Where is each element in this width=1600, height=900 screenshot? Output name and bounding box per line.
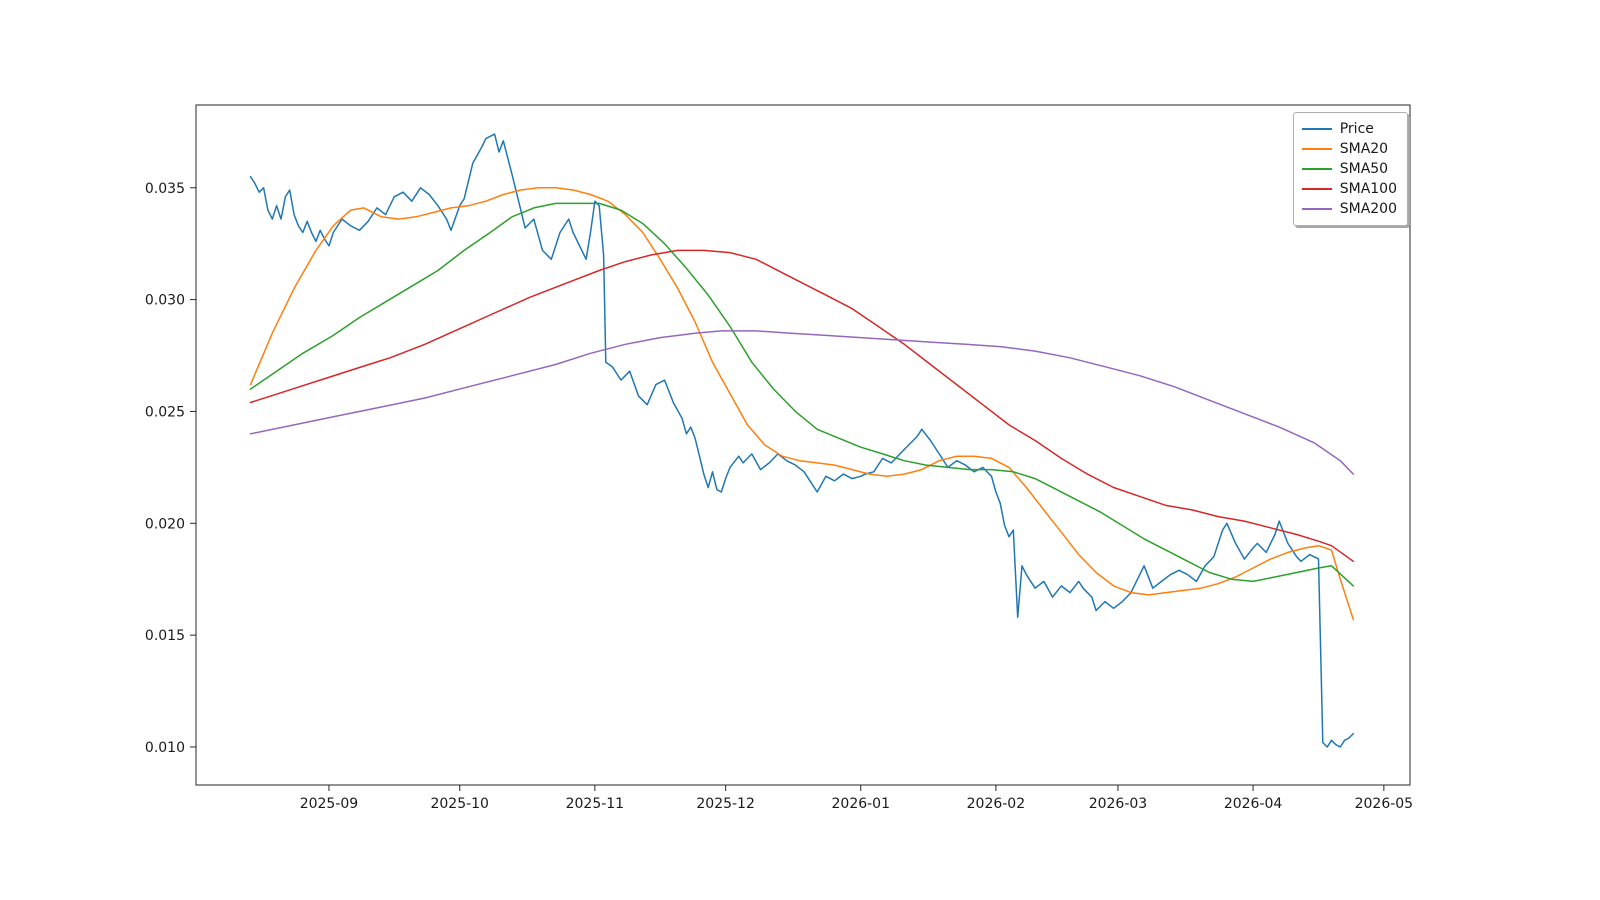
x-tick-label: 2026-02	[967, 796, 1026, 812]
legend: Price SMA20 SMA50 SMA100 SMA200	[1292, 112, 1408, 226]
legend-line-sample	[1301, 148, 1332, 150]
legend-item-sma50: SMA50	[1301, 159, 1397, 179]
y-tick-label: 0.010	[145, 740, 185, 756]
legend-line-sample	[1301, 128, 1332, 130]
legend-item-sma200: SMA200	[1301, 199, 1397, 219]
y-tick-label: 0.020	[145, 516, 185, 532]
y-tick-label: 0.025	[145, 404, 185, 420]
legend-line-sample	[1301, 188, 1332, 190]
x-tick-label: 2025-09	[300, 796, 359, 812]
series-line-sma20	[249, 187, 1355, 621]
x-tick-label: 2026-01	[832, 796, 891, 812]
x-tick-label: 2025-12	[696, 796, 755, 812]
series-line-price	[249, 133, 1355, 748]
axes-spines	[195, 104, 1411, 786]
x-tick-label: 2026-05	[1355, 796, 1414, 812]
legend-label: SMA20	[1339, 141, 1389, 157]
series-line-sma100	[249, 249, 1355, 563]
series-line-sma200	[249, 330, 1355, 475]
series-line-sma50	[249, 202, 1355, 587]
legend-item-sma100: SMA100	[1301, 179, 1397, 199]
legend-label: SMA100	[1339, 181, 1397, 197]
x-tick-label: 2025-11	[566, 796, 625, 812]
x-tick-label: 2026-03	[1089, 796, 1148, 812]
x-tick-label: 2025-10	[430, 796, 489, 812]
legend-label: SMA200	[1339, 201, 1397, 217]
legend-label: SMA50	[1339, 161, 1389, 177]
legend-label: Price	[1339, 121, 1374, 137]
legend-line-sample	[1301, 168, 1332, 170]
y-tick-label: 0.030	[145, 293, 185, 309]
y-tick-label: 0.015	[145, 628, 185, 644]
y-tick-label: 0.035	[145, 181, 185, 197]
x-tick-label: 2026-04	[1224, 796, 1283, 812]
legend-item-price: Price	[1301, 119, 1397, 139]
legend-line-sample	[1301, 208, 1332, 210]
legend-item-sma20: SMA20	[1301, 139, 1397, 159]
